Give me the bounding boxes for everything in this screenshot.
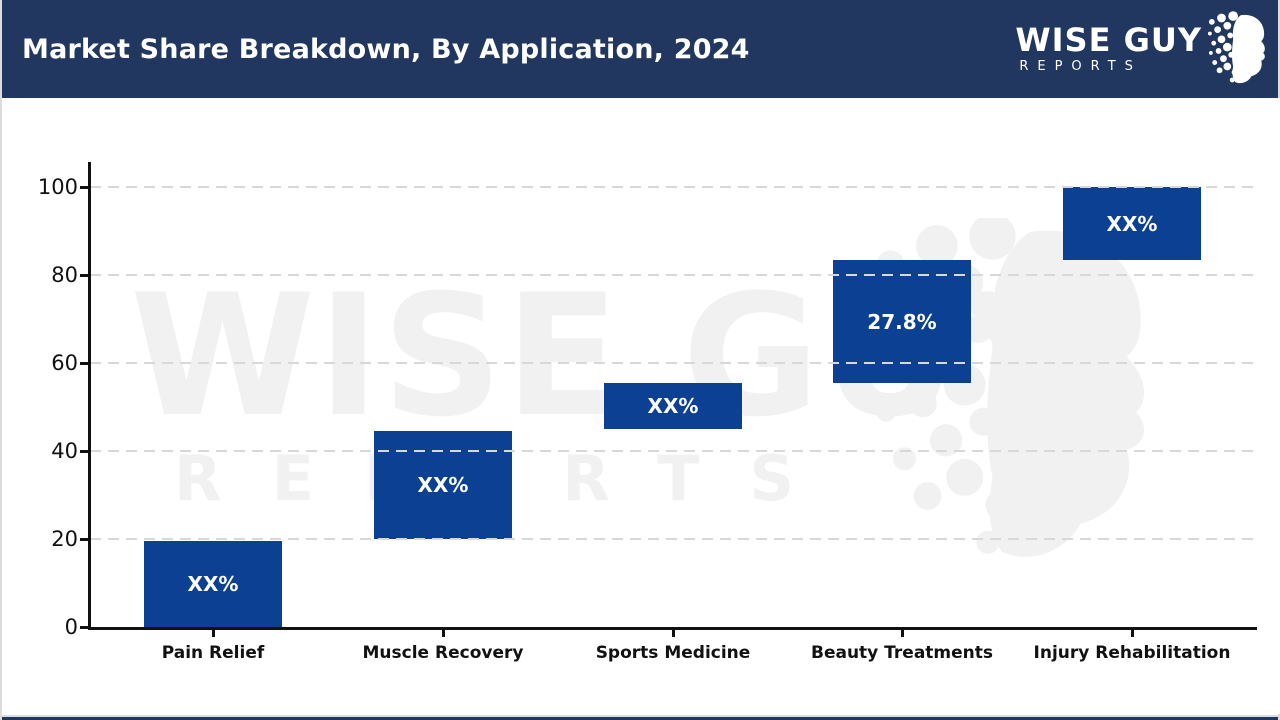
bar-value-label: XX% [187, 572, 239, 597]
y-tick-mark-60 [80, 361, 89, 365]
footer-accent-bar [2, 717, 1278, 720]
bar-value-label: XX% [647, 393, 699, 418]
y-tick-label-40: 40 [51, 439, 78, 463]
y-tick-label-60: 60 [51, 351, 78, 375]
bar-value-label: XX% [1106, 211, 1158, 236]
y-tick-label-0: 0 [64, 615, 78, 639]
watermark-face-icon [872, 218, 1145, 557]
bar-sports-medicine: XX% [604, 382, 742, 429]
x-category-label-0: Pain Relief [161, 643, 265, 663]
x-category-label-4: Injury Rehabilitation [1033, 643, 1231, 663]
header-bar: Market Share Breakdown, By Application, … [2, 0, 1278, 98]
page-title: Market Share Breakdown, By Application, … [22, 33, 750, 65]
y-axis-line [88, 162, 91, 629]
bar-pain-relief: XX% [144, 541, 282, 627]
y-tick-mark-80 [80, 273, 89, 277]
brand-logo-text: WISE GUY REPORTS [1015, 20, 1202, 75]
brand-logo: WISE GUY REPORTS [1015, 6, 1268, 92]
x-tick-mark-0 [211, 630, 215, 637]
x-tick-mark-3 [900, 630, 904, 637]
brand-face-icon [1207, 11, 1265, 84]
bar-muscle-recovery: XX% [374, 431, 512, 539]
bar-injury-rehabilitation: XX% [1063, 187, 1201, 261]
gridline-40 [90, 450, 1257, 452]
y-tick-label-20: 20 [51, 527, 78, 551]
bar-value-label: 27.8% [867, 309, 937, 334]
x-tick-mark-4 [1130, 630, 1134, 637]
x-category-label-1: Muscle Recovery [362, 643, 524, 663]
x-axis-line [88, 627, 1257, 630]
y-tick-mark-20 [80, 537, 89, 541]
y-tick-mark-100 [80, 185, 89, 189]
bar-value-label: XX% [417, 473, 469, 498]
gridline-60 [90, 362, 1257, 364]
x-tick-mark-2 [671, 630, 675, 637]
x-category-label-3: Beauty Treatments [810, 643, 994, 663]
y-tick-label-100: 100 [37, 175, 78, 199]
x-tick-mark-1 [441, 630, 445, 637]
bar-beauty-treatments: 27.8% [833, 260, 971, 383]
gridline-80 [90, 274, 1257, 276]
y-tick-mark-40 [80, 449, 89, 453]
footer-divider [2, 715, 1278, 717]
x-category-label-2: Sports Medicine [595, 643, 751, 663]
gridline-20 [90, 538, 1257, 540]
brand-subname: REPORTS [1019, 59, 1142, 75]
y-tick-mark-0 [80, 625, 89, 629]
brand-name: WISE GUY [1015, 20, 1202, 59]
y-tick-label-80: 80 [51, 263, 78, 287]
gridline-100 [90, 186, 1257, 188]
